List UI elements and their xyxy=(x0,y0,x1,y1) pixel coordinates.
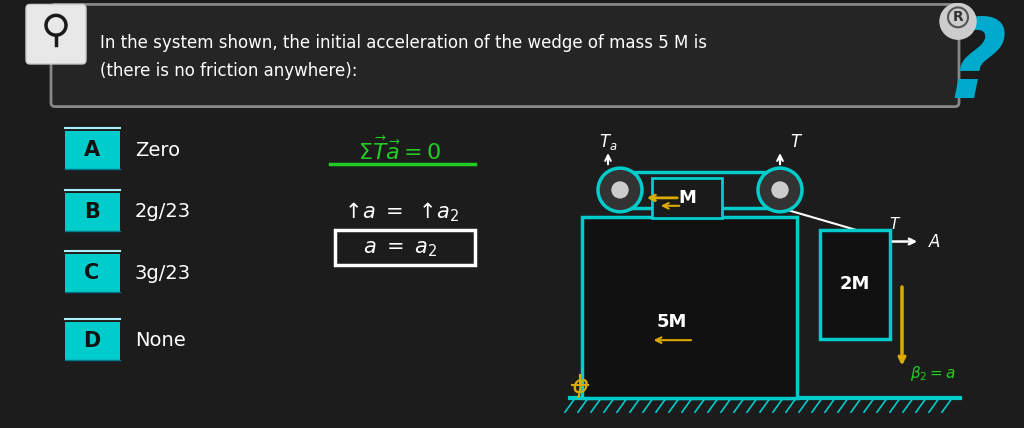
Bar xyxy=(820,229,890,339)
Text: 5M: 5M xyxy=(657,313,687,331)
Text: None: None xyxy=(135,331,185,350)
Circle shape xyxy=(758,168,802,212)
Circle shape xyxy=(772,182,788,198)
Text: C: C xyxy=(84,263,99,283)
Text: 3g/23: 3g/23 xyxy=(135,264,191,283)
Text: $\Sigma\vec{T}\vec{a}=0$: $\Sigma\vec{T}\vec{a}=0$ xyxy=(358,137,441,164)
Text: B: B xyxy=(84,202,100,222)
FancyBboxPatch shape xyxy=(26,4,86,64)
Text: $\beta_2 = a$: $\beta_2 = a$ xyxy=(910,364,956,383)
Text: 2g/23: 2g/23 xyxy=(135,202,191,221)
Text: Zero: Zero xyxy=(135,141,180,160)
Text: D: D xyxy=(83,331,100,351)
Bar xyxy=(65,254,120,292)
Text: 2M: 2M xyxy=(840,275,870,293)
Circle shape xyxy=(612,182,628,198)
Text: $T$: $T$ xyxy=(889,216,901,232)
Bar xyxy=(65,193,120,231)
Circle shape xyxy=(940,3,976,39)
Bar xyxy=(65,131,120,169)
Text: $a\ =\ a_2$: $a\ =\ a_2$ xyxy=(362,239,437,259)
Text: A: A xyxy=(84,140,100,160)
Bar xyxy=(582,217,797,398)
Text: $T_a$: $T_a$ xyxy=(599,132,617,152)
Text: $\uparrow\!a\ =\ \uparrow\!a_2$: $\uparrow\!a\ =\ \uparrow\!a_2$ xyxy=(340,200,460,223)
Bar xyxy=(335,229,475,265)
Bar xyxy=(652,178,722,218)
Text: ?: ? xyxy=(943,15,1008,122)
Text: $A$: $A$ xyxy=(928,232,941,250)
Bar xyxy=(65,322,120,360)
Text: In the system shown, the initial acceleration of the wedge of mass 5 M is: In the system shown, the initial acceler… xyxy=(100,34,707,52)
Text: (there is no friction anywhere):: (there is no friction anywhere): xyxy=(100,62,357,80)
Text: M: M xyxy=(678,189,696,207)
Text: R: R xyxy=(952,10,964,24)
Text: $T$: $T$ xyxy=(790,133,803,152)
Circle shape xyxy=(598,168,642,212)
FancyBboxPatch shape xyxy=(51,4,959,107)
Text: $\varphi$: $\varphi$ xyxy=(571,376,589,400)
